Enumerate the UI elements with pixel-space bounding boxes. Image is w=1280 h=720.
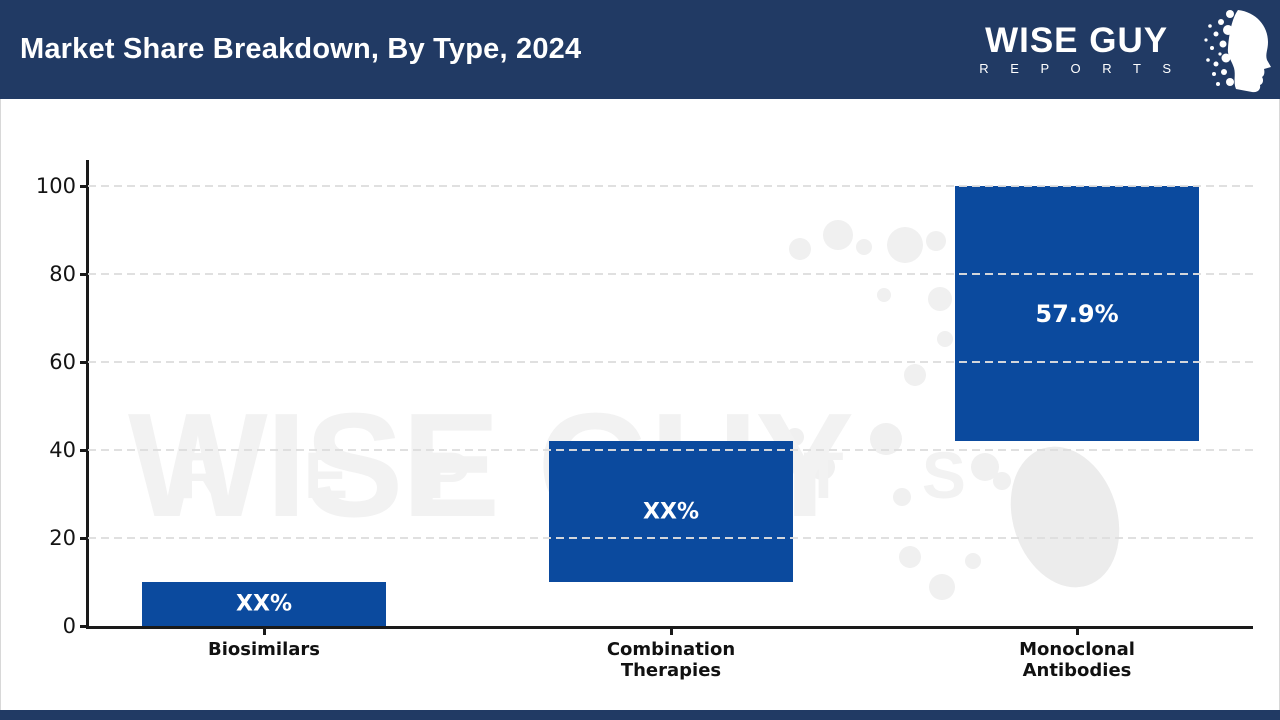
y-tick-mark-100 — [80, 185, 88, 188]
y-tick-label-80: 80 — [49, 262, 76, 286]
y-tick-label-40: 40 — [49, 438, 76, 462]
y-tick-mark-40 — [80, 449, 88, 452]
y-tick-mark-60 — [80, 361, 88, 364]
bar-value-label: XX% — [643, 499, 699, 525]
bar-value-label: 57.9% — [1035, 299, 1119, 328]
y-tick-label-20: 20 — [49, 526, 76, 550]
chart-area: WISE GUY R E P O R T S XX%XX%57.9% 02040… — [0, 99, 1280, 710]
y-tick-mark-20 — [80, 537, 88, 540]
logo-subtext: R E P O R T S — [979, 61, 1180, 76]
y-tick-label-0: 0 — [62, 614, 76, 638]
wiseguy-logo: WISE GUY R E P O R T S — [973, 4, 1274, 96]
bar-biosimilars — [142, 582, 386, 626]
bar-monoclonal-antibodies — [955, 186, 1199, 442]
chart-title: Market Share Breakdown, By Type, 2024 — [20, 33, 582, 65]
gridline-60 — [88, 361, 1253, 363]
logo-wordmark: WISE GUY — [985, 21, 1169, 60]
bar-value-label: XX% — [236, 591, 292, 617]
x-axis-label-biosimilars: Biosimilars — [208, 639, 320, 660]
y-tick-label-60: 60 — [49, 350, 76, 374]
x-axis-label-combination-therapies: Combination Therapies — [606, 639, 736, 681]
header-bar: Market Share Breakdown, By Type, 2024 WI… — [0, 0, 1280, 99]
y-tick-mark-0 — [80, 625, 88, 628]
x-axis-spine — [86, 626, 1253, 629]
y-tick-label-100: 100 — [35, 174, 76, 198]
y-axis-spine — [86, 160, 89, 629]
gridline-20 — [88, 537, 1253, 539]
logo-wordmark-block: WISE GUY R E P O R T S — [973, 21, 1180, 77]
bar-combination-therapies — [549, 441, 793, 582]
x-axis-label-monoclonal-antibodies: Monoclonal Antibodies — [1019, 639, 1135, 681]
y-tick-mark-80 — [80, 273, 88, 276]
face-profile-dots-icon — [1204, 9, 1271, 92]
x-tick-mark — [263, 626, 266, 635]
x-tick-mark — [670, 626, 673, 635]
x-tick-mark — [1076, 626, 1079, 635]
gridline-80 — [88, 273, 1253, 275]
watermark-dots-icon — [786, 220, 1120, 600]
footer-bar — [0, 710, 1280, 720]
gridline-100 — [88, 185, 1253, 187]
gridline-40 — [88, 449, 1253, 451]
